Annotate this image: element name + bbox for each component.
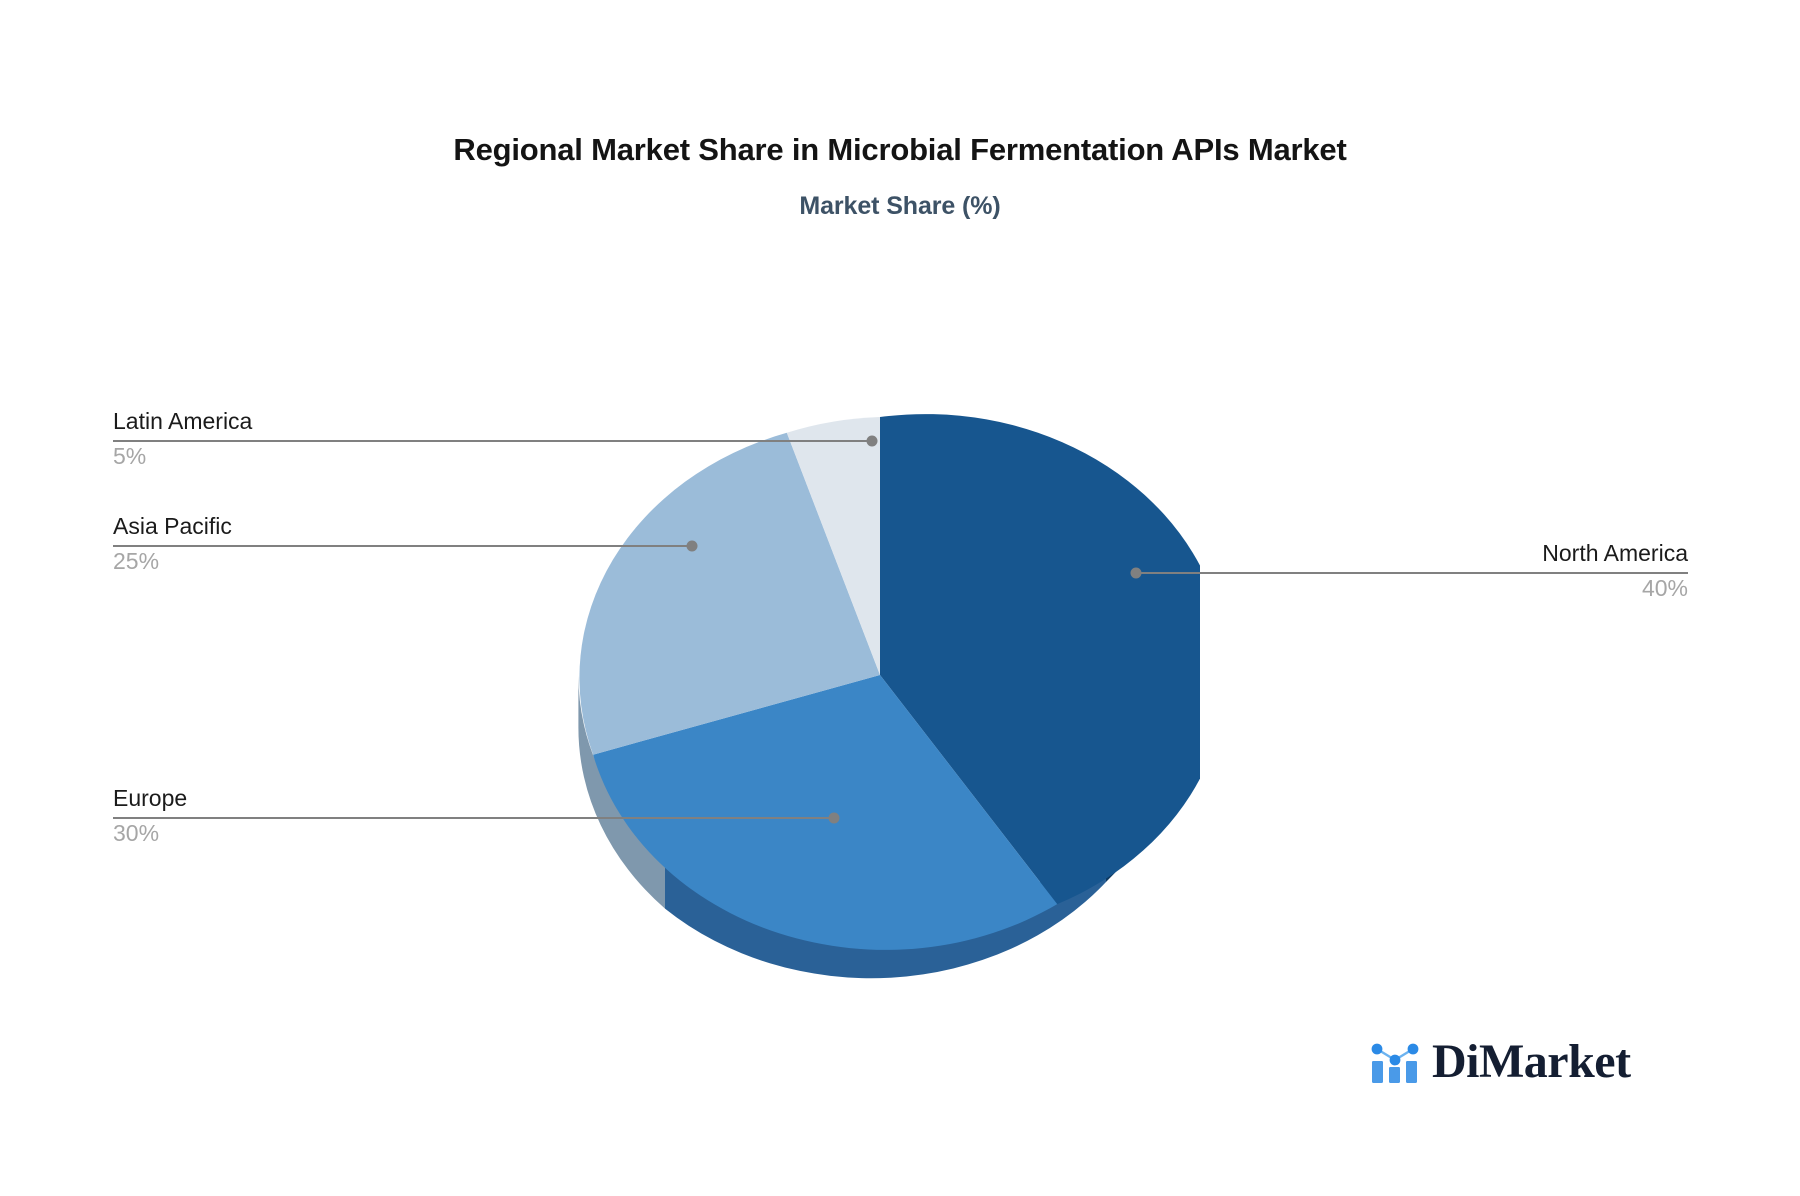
pie-slice-europe bbox=[593, 675, 1058, 950]
callout-value-latin-america: 5% bbox=[113, 443, 147, 469]
pie-slice-asia-pacific bbox=[579, 432, 880, 755]
chart-subtitle: Market Share (%) bbox=[799, 192, 1001, 220]
callout-label-latin-america: Latin America bbox=[113, 408, 253, 434]
brand-name: DiMarket bbox=[1432, 1035, 1631, 1088]
callout-latin-america: Latin America 5% bbox=[113, 407, 252, 470]
pie-svg bbox=[578, 414, 1200, 979]
brand-logo: DiMarket bbox=[1369, 1038, 1631, 1086]
pie-slice-latin-america bbox=[786, 417, 880, 675]
pie-wall-europe bbox=[665, 830, 1106, 979]
callout-label-europe: Europe bbox=[113, 785, 188, 811]
callout-label-north-america: North America bbox=[1542, 540, 1688, 566]
callout-value-europe: 30% bbox=[113, 820, 160, 846]
callout-north-america: North America 40% bbox=[1542, 539, 1688, 602]
callout-asia-pacific: Asia Pacific 25% bbox=[113, 512, 232, 575]
page-title: Regional Market Share in Microbial Ferme… bbox=[453, 132, 1347, 167]
callout-label-asia-pacific: Asia Pacific bbox=[113, 513, 232, 539]
bar-chart-icon bbox=[1371, 1043, 1419, 1083]
pie-slice-north-america bbox=[880, 414, 1200, 905]
pie-chart bbox=[560, 355, 1200, 995]
callout-europe: Europe 30% bbox=[113, 784, 187, 847]
callout-value-asia-pacific: 25% bbox=[113, 548, 160, 574]
callout-value-north-america: 40% bbox=[1641, 575, 1688, 601]
pie-wall-asia-pacific bbox=[578, 675, 665, 909]
pie-top-face bbox=[579, 414, 1200, 950]
